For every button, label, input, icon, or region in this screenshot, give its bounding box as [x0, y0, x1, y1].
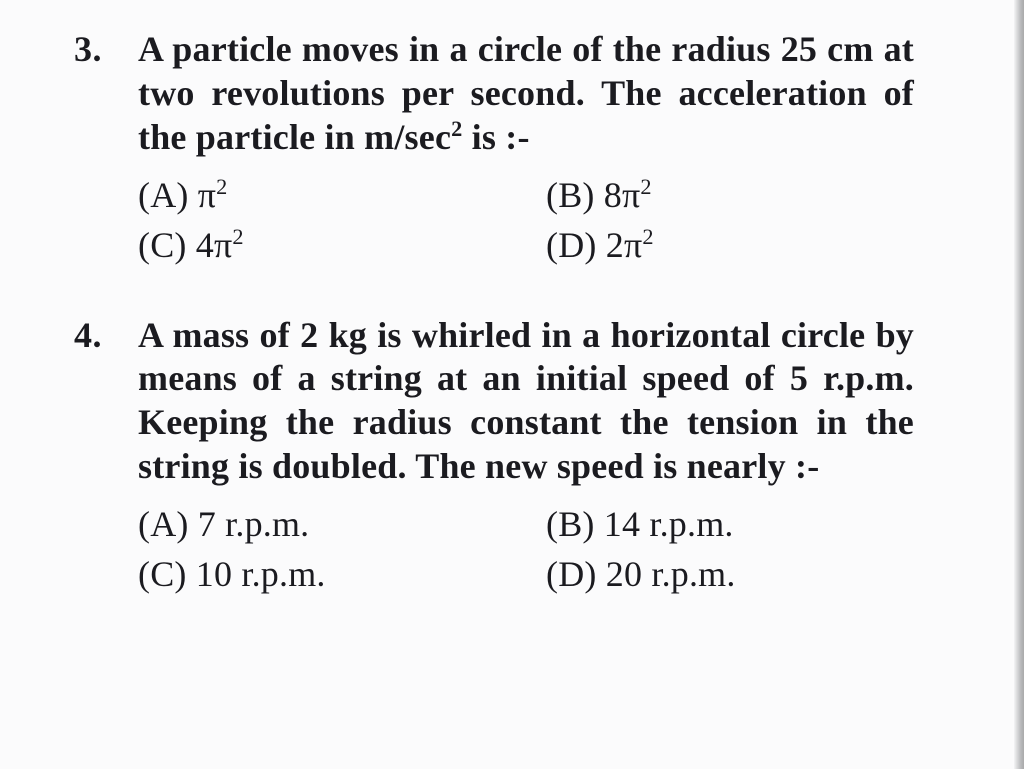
- question-body: A particle moves in a circle of the radi…: [138, 28, 914, 268]
- scan-edge: [1014, 0, 1024, 769]
- option-c: (C) 10 r.p.m.: [138, 553, 506, 597]
- question-3: 3. A particle moves in a circle of the r…: [74, 28, 914, 268]
- option-d: (D) 20 r.p.m.: [546, 553, 914, 597]
- question-number: 3.: [74, 28, 138, 70]
- question-stem: A particle moves in a circle of the radi…: [138, 28, 914, 160]
- option-c: (C) 4π2: [138, 224, 506, 268]
- option-b: (B) 14 r.p.m.: [546, 503, 914, 547]
- options: (A) 7 r.p.m. (B) 14 r.p.m. (C) 10 r.p.m.…: [138, 503, 914, 597]
- options: (A) π2 (B) 8π2 (C) 4π2 (D) 2π2: [138, 174, 914, 268]
- option-a: (A) 7 r.p.m.: [138, 503, 506, 547]
- question-number: 4.: [74, 314, 138, 356]
- question-body: A mass of 2 kg is whirled in a horizonta…: [138, 314, 914, 597]
- question-4: 4. A mass of 2 kg is whirled in a horizo…: [74, 314, 914, 597]
- option-d: (D) 2π2: [546, 224, 914, 268]
- question-stem: A mass of 2 kg is whirled in a horizonta…: [138, 314, 914, 490]
- option-b: (B) 8π2: [546, 174, 914, 218]
- option-a: (A) π2: [138, 174, 506, 218]
- page: 3. A particle moves in a circle of the r…: [74, 28, 914, 643]
